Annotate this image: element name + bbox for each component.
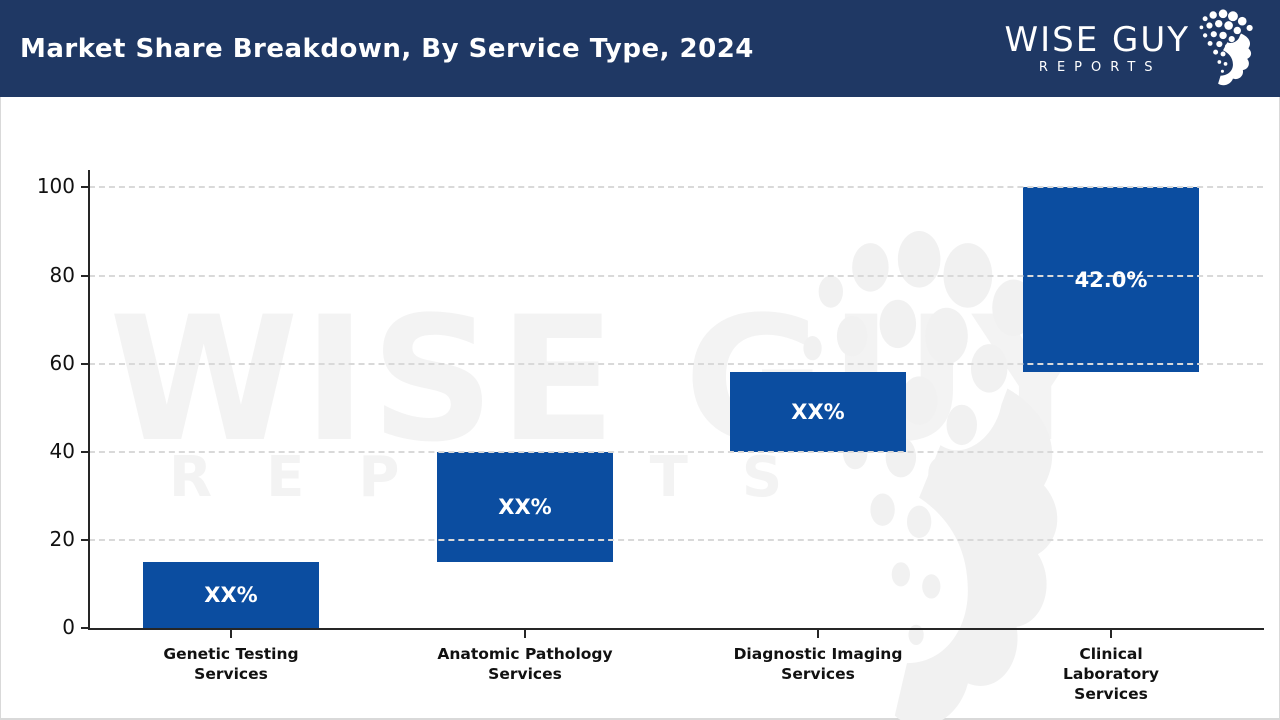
x-tick-label-line: Genetic Testing	[163, 645, 299, 663]
bar-label: XX%	[791, 400, 845, 425]
x-tick	[817, 630, 819, 638]
x-tick-label: Diagnostic Imaging Services	[688, 644, 948, 684]
x-tick	[1110, 630, 1112, 638]
y-tick-label: 40	[49, 438, 75, 463]
y-axis-line	[88, 170, 90, 630]
wiseguy-logo: WISE GUY REPORTS	[1004, 6, 1262, 92]
chart-area: WISE GUY REPORTS 020406080100XX%Genetic …	[0, 97, 1280, 720]
x-tick-label-line: Services	[1074, 685, 1148, 703]
grid-line	[89, 274, 1263, 277]
grid-line	[89, 538, 1263, 541]
bar	[143, 561, 319, 628]
page-title: Market Share Breakdown, By Service Type,…	[20, 33, 754, 64]
x-tick-label-line: Clinical	[1079, 645, 1143, 663]
y-tick	[81, 362, 89, 365]
watermark-wordmark: WISE GUY	[109, 279, 1102, 480]
x-tick	[230, 630, 232, 638]
grid-line	[89, 450, 1263, 453]
bar	[730, 372, 906, 452]
y-tick	[81, 538, 89, 541]
y-tick-label: 60	[49, 350, 75, 375]
x-axis-line	[88, 628, 1264, 630]
y-tick	[81, 450, 89, 453]
bar-label: XX%	[204, 582, 258, 607]
y-tick-label: 20	[49, 526, 75, 551]
logo-subtitle: REPORTS	[1038, 60, 1162, 75]
y-tick-label: 80	[49, 262, 75, 287]
x-tick	[524, 630, 526, 638]
x-tick-label: Genetic Testing Services	[101, 644, 361, 684]
y-tick-label: 100	[36, 174, 75, 199]
bar-label: XX%	[498, 494, 552, 519]
x-tick-label: Clinical Laboratory Services	[981, 644, 1241, 704]
bar-label: 42.0%	[1074, 267, 1148, 292]
x-tick-label-line: Services	[194, 665, 268, 683]
x-tick-label-line: Services	[781, 665, 855, 683]
x-tick-label: Anatomic Pathology Services	[395, 644, 655, 684]
bar	[1023, 187, 1199, 373]
grid-line	[89, 186, 1263, 189]
logo-wordmark: WISE GUY	[1004, 20, 1190, 60]
y-tick	[81, 627, 89, 629]
x-tick-label-line: Services	[488, 665, 562, 683]
header-bar: Market Share Breakdown, By Service Type,…	[0, 0, 1280, 97]
bar	[437, 451, 613, 562]
x-tick-label-line: Laboratory	[1063, 665, 1159, 683]
x-tick-label-line: Anatomic Pathology	[437, 645, 613, 663]
y-tick	[81, 186, 89, 189]
logo-text: WISE GUY REPORTS	[1004, 22, 1190, 75]
x-tick-label-line: Diagnostic Imaging	[733, 645, 903, 663]
y-tick	[81, 274, 89, 277]
y-tick-label: 0	[62, 615, 75, 639]
grid-line	[89, 362, 1263, 365]
logo-face-icon	[1194, 6, 1262, 92]
